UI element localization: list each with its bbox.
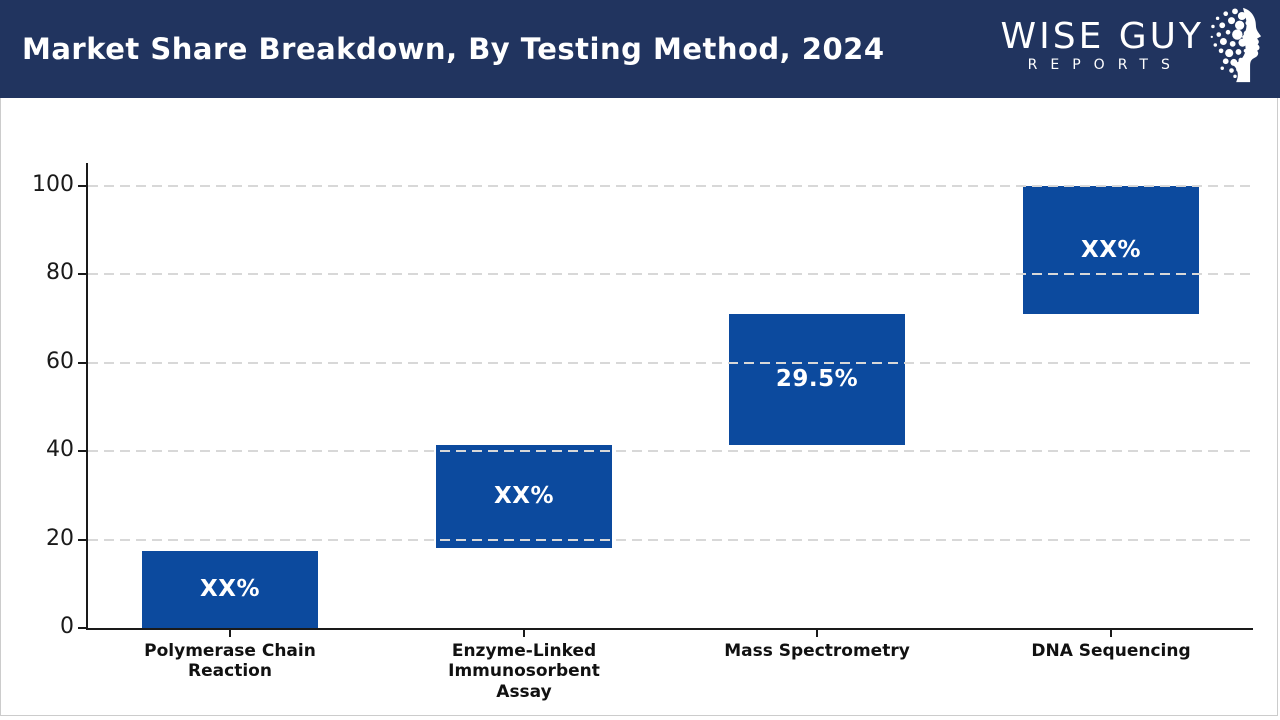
brand-tagline: REPORTS: [1027, 57, 1183, 74]
bar-value-label: 29.5%: [775, 366, 859, 393]
gridline: [88, 538, 1253, 541]
brand-logo-text: WISE GUY REPORTS: [1001, 17, 1205, 74]
x-category-label: Enzyme-Linked Immunosorbent Assay: [448, 641, 600, 702]
y-tick-label: 20: [46, 525, 74, 551]
brand-logo: WISE GUY REPORTS: [1001, 6, 1265, 84]
y-tick-mark: [78, 361, 86, 364]
y-tick-mark: [78, 273, 86, 276]
y-axis-line: [86, 163, 88, 630]
y-tick-mark: [78, 450, 86, 453]
bar-value-label: XX%: [1080, 237, 1141, 264]
x-category-label: Polymerase Chain Reaction: [144, 641, 316, 682]
x-category-label: Mass Spectrometry: [724, 641, 910, 661]
gridline: [88, 273, 1253, 276]
gridline: [88, 361, 1253, 364]
y-tick-label: 80: [46, 260, 74, 286]
y-tick-label: 40: [46, 437, 74, 463]
gridline: [88, 185, 1253, 187]
bar-segment: XX%: [436, 444, 612, 549]
x-tick-mark: [523, 630, 525, 637]
x-tick-mark: [816, 630, 818, 637]
bar-segment: XX%: [142, 550, 318, 628]
bar-value-label: XX%: [493, 483, 554, 510]
y-tick-mark: [78, 538, 86, 541]
y-tick-label: 100: [32, 172, 74, 197]
x-axis-line: [86, 628, 1253, 630]
header-band: Market Share Breakdown, By Testing Metho…: [0, 0, 1280, 98]
x-category-label: DNA Sequencing: [1031, 641, 1191, 661]
x-tick-mark: [229, 630, 231, 637]
page-title: Market Share Breakdown, By Testing Metho…: [22, 32, 885, 66]
bar-segment: 29.5%: [729, 314, 905, 445]
bar-segment: XX%: [1023, 186, 1199, 315]
bar-value-label: XX%: [199, 576, 260, 603]
y-tick-label: 60: [46, 348, 74, 374]
x-tick-mark: [1110, 630, 1112, 637]
brand-name: WISE GUY: [1000, 15, 1204, 57]
y-tick-mark: [78, 627, 86, 629]
y-tick-label: 0: [60, 614, 74, 639]
y-tick-mark: [78, 185, 86, 187]
gridline: [88, 450, 1253, 453]
